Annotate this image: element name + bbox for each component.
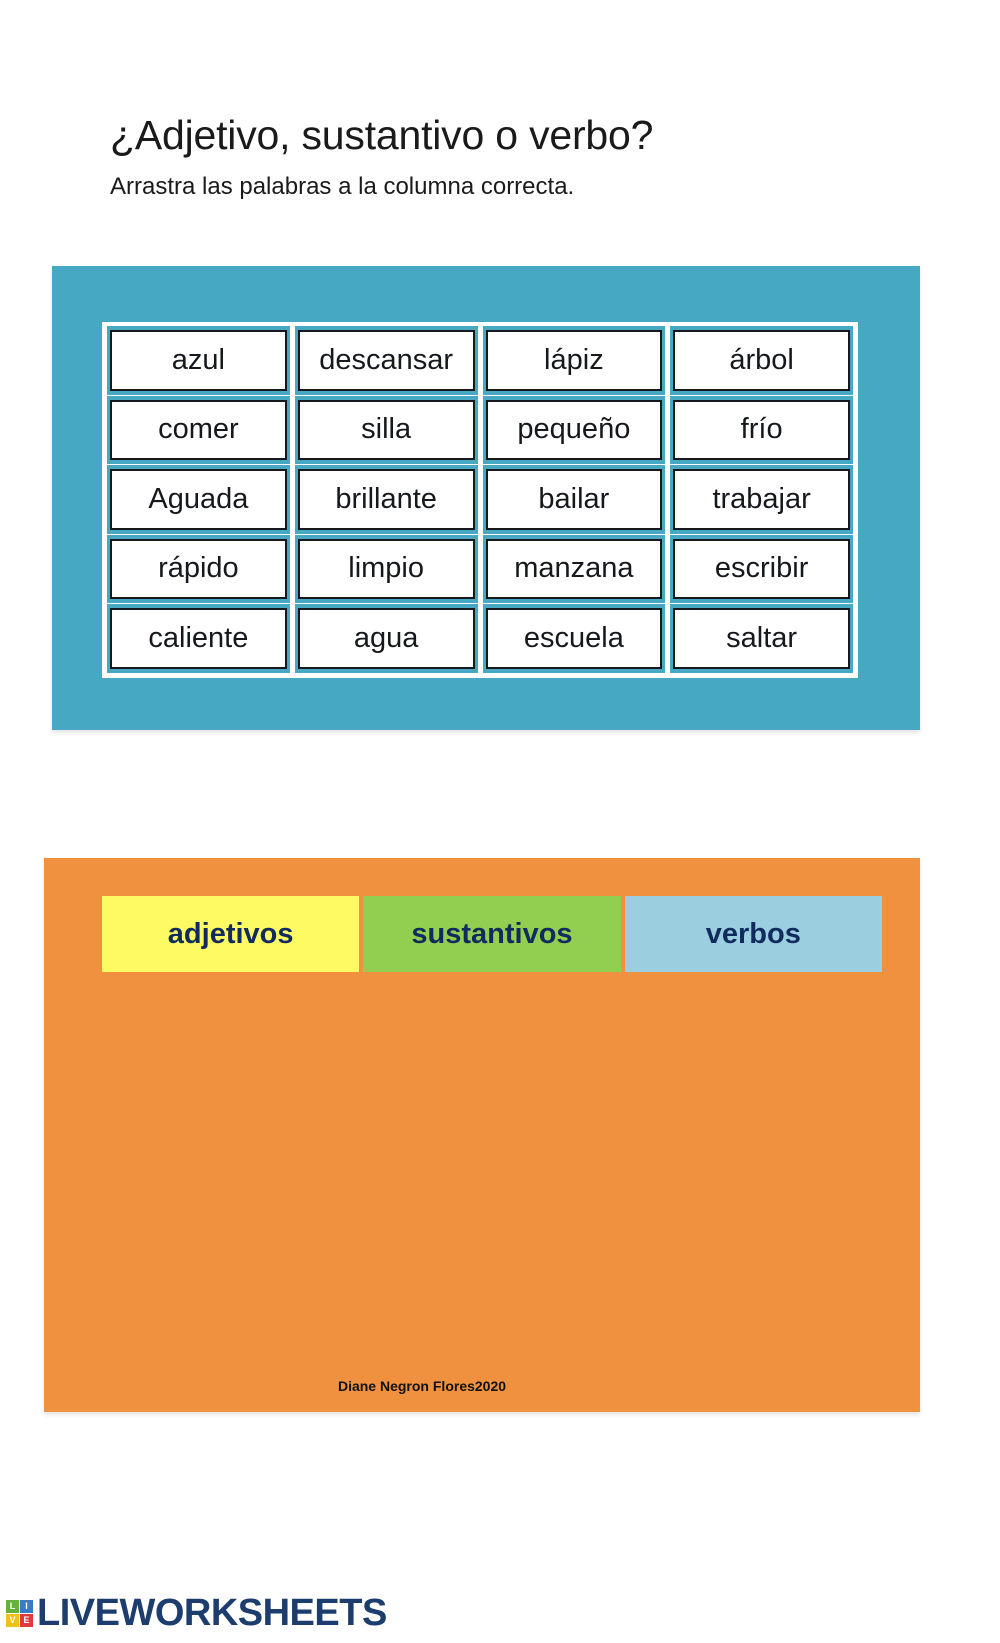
sorting-table-row	[102, 1352, 882, 1410]
logo-square-i: I	[20, 1599, 33, 1613]
draggable-word-tile[interactable]: agua	[297, 608, 475, 669]
column-header-verbos: verbos	[624, 896, 882, 972]
drop-target-cell[interactable]	[363, 1166, 621, 1224]
word-tile-cell[interactable]: descansar	[294, 326, 478, 395]
drop-target-cell[interactable]	[624, 980, 882, 1038]
word-tile-cell[interactable]: agua	[294, 604, 478, 673]
draggable-word-tile[interactable]: pequeño	[485, 399, 663, 460]
drop-target-cell[interactable]	[363, 1290, 621, 1348]
word-tile-cell[interactable]: brillante	[294, 465, 478, 534]
sorting-table-row	[102, 1042, 882, 1100]
sorting-table-body	[102, 976, 882, 1410]
drop-target-cell[interactable]	[102, 1228, 360, 1286]
draggable-word-tile[interactable]: comer	[110, 399, 287, 460]
drop-target-cell[interactable]	[363, 1352, 621, 1410]
logo-square-v: V	[6, 1613, 19, 1627]
drop-target-cell[interactable]	[102, 1352, 360, 1410]
draggable-word-tile[interactable]: Aguada	[110, 469, 287, 530]
drop-target-cell[interactable]	[102, 1104, 360, 1162]
draggable-word-tile[interactable]: silla	[297, 399, 475, 460]
word-tile-cell[interactable]: silla	[294, 395, 478, 464]
worksheet-header: ¿Adjetivo, sustantivo o verbo? Arrastra …	[110, 112, 930, 202]
sorting-table: adjetivos sustantivos verbos	[102, 896, 882, 1410]
draggable-word-tile[interactable]: escuela	[485, 608, 663, 669]
draggable-word-tile[interactable]: limpio	[297, 538, 475, 599]
drop-target-cell[interactable]	[363, 1228, 621, 1286]
liveworksheets-wordmark: LIVEWORKSHEETS	[37, 1592, 387, 1634]
logo-square-e: E	[20, 1613, 33, 1627]
draggable-word-tile[interactable]: rápido	[110, 538, 287, 599]
draggable-word-tile[interactable]: bailar	[485, 469, 663, 530]
column-header-sustantivos: sustantivos	[363, 896, 621, 972]
word-tile-cell[interactable]: comer	[107, 395, 290, 464]
liveworksheets-logo: L I V E LIVEWORKSHEETS	[6, 1594, 387, 1632]
author-attribution: Diane Negron Flores2020	[337, 1378, 507, 1394]
draggable-word-tile[interactable]: árbol	[673, 330, 850, 391]
sorting-table-row	[102, 1290, 882, 1348]
drop-target-cell[interactable]	[363, 1042, 621, 1100]
page-instructions: Arrastra las palabras a la columna corre…	[110, 173, 575, 201]
word-tile-cell[interactable]: manzana	[482, 534, 666, 603]
word-tile-cell[interactable]: Aguada	[107, 465, 290, 534]
logo-square-l: L	[6, 1599, 19, 1613]
word-tile-cell[interactable]: caliente	[107, 604, 290, 673]
sorting-table-row	[102, 980, 882, 1038]
drop-target-cell[interactable]	[363, 1104, 621, 1162]
word-tile-cell[interactable]: limpio	[294, 534, 478, 603]
column-header-adjetivos: adjetivos	[102, 896, 360, 972]
drop-target-cell[interactable]	[624, 1228, 882, 1286]
sorting-table-panel: adjetivos sustantivos verbos Diane Negro…	[44, 858, 920, 1412]
draggable-word-tile[interactable]: frío	[673, 399, 850, 460]
draggable-word-tile[interactable]: escribir	[673, 538, 850, 599]
word-tile-cell[interactable]: árbol	[670, 326, 853, 395]
liveworksheets-logo-icon: L I V E	[6, 1599, 33, 1627]
draggable-word-tile[interactable]: caliente	[110, 608, 287, 669]
sorting-table-row	[102, 1166, 882, 1224]
word-bank-panel: azul descansar lápiz árbol comer silla p…	[52, 266, 920, 730]
sorting-table-header-row: adjetivos sustantivos verbos	[102, 896, 882, 972]
word-tile-cell[interactable]: azul	[107, 326, 290, 395]
draggable-word-tile[interactable]: manzana	[485, 538, 663, 599]
draggable-word-tile[interactable]: azul	[110, 330, 287, 391]
draggable-word-tile[interactable]: saltar	[673, 608, 850, 669]
word-tile-cell[interactable]: lápiz	[482, 326, 666, 395]
word-tile-cell[interactable]: escribir	[670, 534, 853, 603]
page-title: ¿Adjetivo, sustantivo o verbo?	[110, 112, 654, 158]
draggable-word-tile[interactable]: trabajar	[673, 469, 850, 530]
word-tile-cell[interactable]: frío	[670, 395, 853, 464]
sorting-table-row	[102, 1228, 882, 1286]
drop-target-cell[interactable]	[624, 1352, 882, 1410]
drop-target-cell[interactable]	[102, 1166, 360, 1224]
drop-target-cell[interactable]	[102, 980, 360, 1038]
word-tile-cell[interactable]: trabajar	[670, 465, 853, 534]
word-tile-cell[interactable]: saltar	[670, 604, 853, 673]
word-bank-inner: azul descansar lápiz árbol comer silla p…	[102, 322, 858, 678]
sorting-table-row	[102, 1104, 882, 1162]
drop-target-cell[interactable]	[102, 1290, 360, 1348]
word-tile-grid: azul descansar lápiz árbol comer silla p…	[107, 326, 853, 673]
drop-target-cell[interactable]	[624, 1166, 882, 1224]
drop-target-cell[interactable]	[363, 980, 621, 1038]
draggable-word-tile[interactable]: descansar	[297, 330, 475, 391]
drop-target-cell[interactable]	[624, 1290, 882, 1348]
word-tile-cell[interactable]: rápido	[107, 534, 290, 603]
word-tile-cell[interactable]: escuela	[482, 604, 666, 673]
draggable-word-tile[interactable]: brillante	[297, 469, 475, 530]
drop-target-cell[interactable]	[102, 1042, 360, 1100]
drop-target-cell[interactable]	[624, 1042, 882, 1100]
word-tile-cell[interactable]: bailar	[482, 465, 666, 534]
word-tile-cell[interactable]: pequeño	[482, 395, 666, 464]
drop-target-cell[interactable]	[624, 1104, 882, 1162]
draggable-word-tile[interactable]: lápiz	[485, 330, 663, 391]
